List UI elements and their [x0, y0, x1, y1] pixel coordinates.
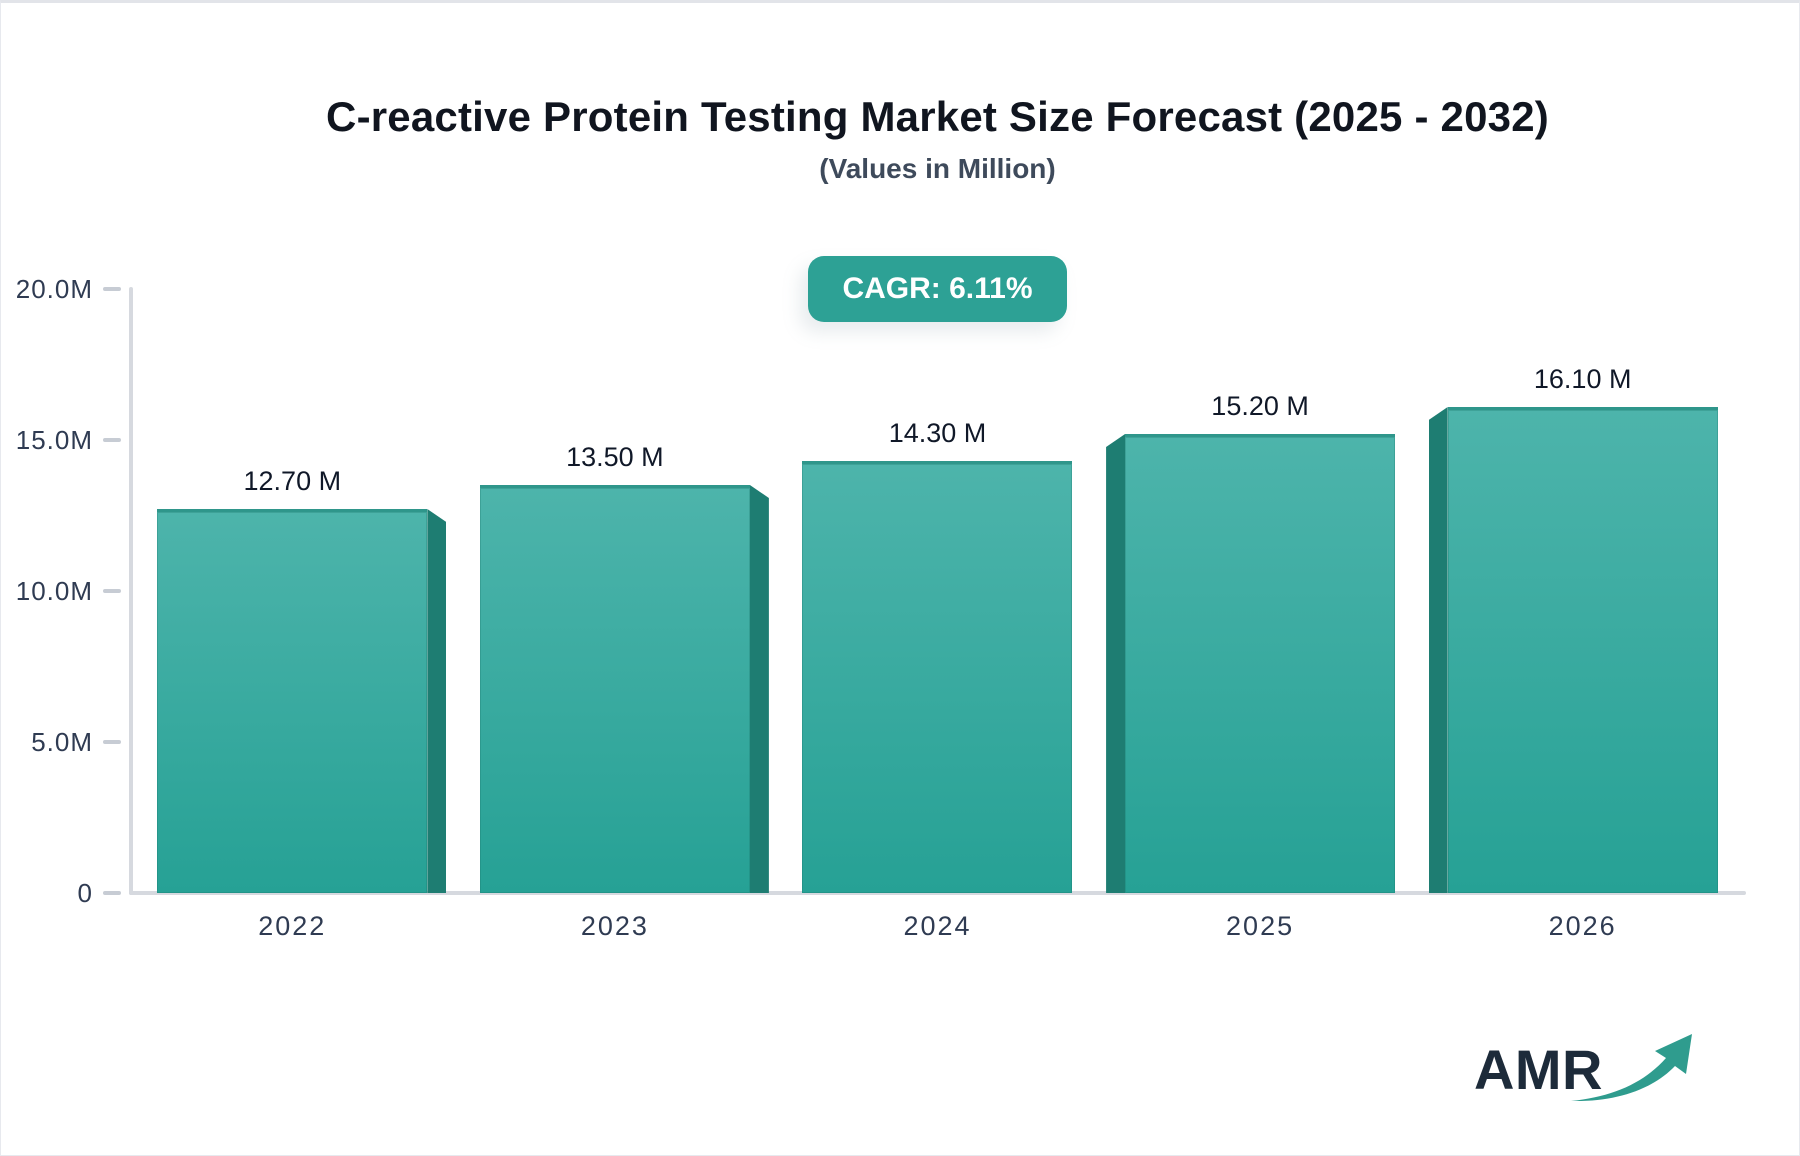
- y-tick-label: 10.0M: [15, 576, 93, 606]
- y-tick-label: 15.0M: [15, 425, 93, 455]
- chart-title: C-reactive Protein Testing Market Size F…: [326, 93, 1549, 140]
- bar-bevel: [1106, 434, 1126, 893]
- x-axis-line: [129, 891, 1746, 895]
- bar: 13.50 M: [479, 442, 769, 893]
- bar-bevel: [1428, 407, 1448, 893]
- bar-value-label: 16.10 M: [1533, 364, 1632, 394]
- x-tick-label: 2024: [903, 911, 972, 941]
- cagr-badge: CAGR: 6.11%: [808, 256, 1067, 322]
- chart-subtitle: (Values in Million): [819, 153, 1056, 184]
- amr-logo: AMR: [1473, 1029, 1697, 1102]
- bar-value-label: 15.20 M: [1211, 391, 1309, 421]
- bar-face: [479, 485, 750, 893]
- bar-bevel: [427, 509, 447, 893]
- y-tick-label: 20.0M: [15, 274, 93, 304]
- y-tick-dash: [103, 438, 121, 442]
- y-axis-line: [129, 287, 133, 895]
- y-tick-label: 5.0M: [31, 727, 93, 757]
- y-tick-dash: [103, 287, 121, 291]
- bar-face: [157, 509, 428, 893]
- bar-group: 13.50 M: [454, 289, 777, 893]
- x-axis-labels: 2022 2023 2024 2025 2026: [131, 911, 1744, 942]
- bar-group: 12.70 M: [131, 289, 454, 893]
- bar-value-label: 13.50 M: [566, 442, 664, 472]
- bar-group: 16.10 M: [1421, 289, 1744, 893]
- x-tick-label: 2026: [1548, 911, 1617, 941]
- amr-logo-text: AMR: [1473, 1038, 1603, 1101]
- bar-value-label: 12.70 M: [243, 466, 342, 496]
- x-tick-label: 2023: [580, 911, 649, 941]
- x-tick-label: 2025: [1226, 911, 1295, 941]
- bar-value-label: 14.30 M: [888, 418, 987, 448]
- y-tick-dash: [103, 740, 121, 744]
- bar-bevel: [749, 485, 769, 893]
- cagr-badge-row: CAGR: 6.11%: [131, 256, 1744, 322]
- plot-area: 12.70 M 13.50 M 14.30 M 15.20 M 16.10 M: [131, 289, 1744, 893]
- bar-group: 15.20 M: [1099, 289, 1422, 893]
- bar: 12.70 M: [157, 466, 447, 893]
- bar-face: [1447, 407, 1718, 893]
- y-tick-dash: [103, 891, 121, 895]
- bar-group: 14.30 M: [776, 289, 1099, 893]
- bar-face: [1125, 434, 1396, 893]
- bar-face: [802, 461, 1073, 893]
- x-tick-label: 2022: [258, 911, 327, 941]
- bar: 16.10 M: [1428, 364, 1718, 893]
- bar: 15.20 M: [1106, 391, 1396, 893]
- y-tick-dash: [103, 589, 121, 593]
- y-tick-label: 0: [77, 878, 93, 908]
- growth-arrow-icon: [1571, 1034, 1692, 1102]
- bar: 14.30 M: [802, 418, 1073, 893]
